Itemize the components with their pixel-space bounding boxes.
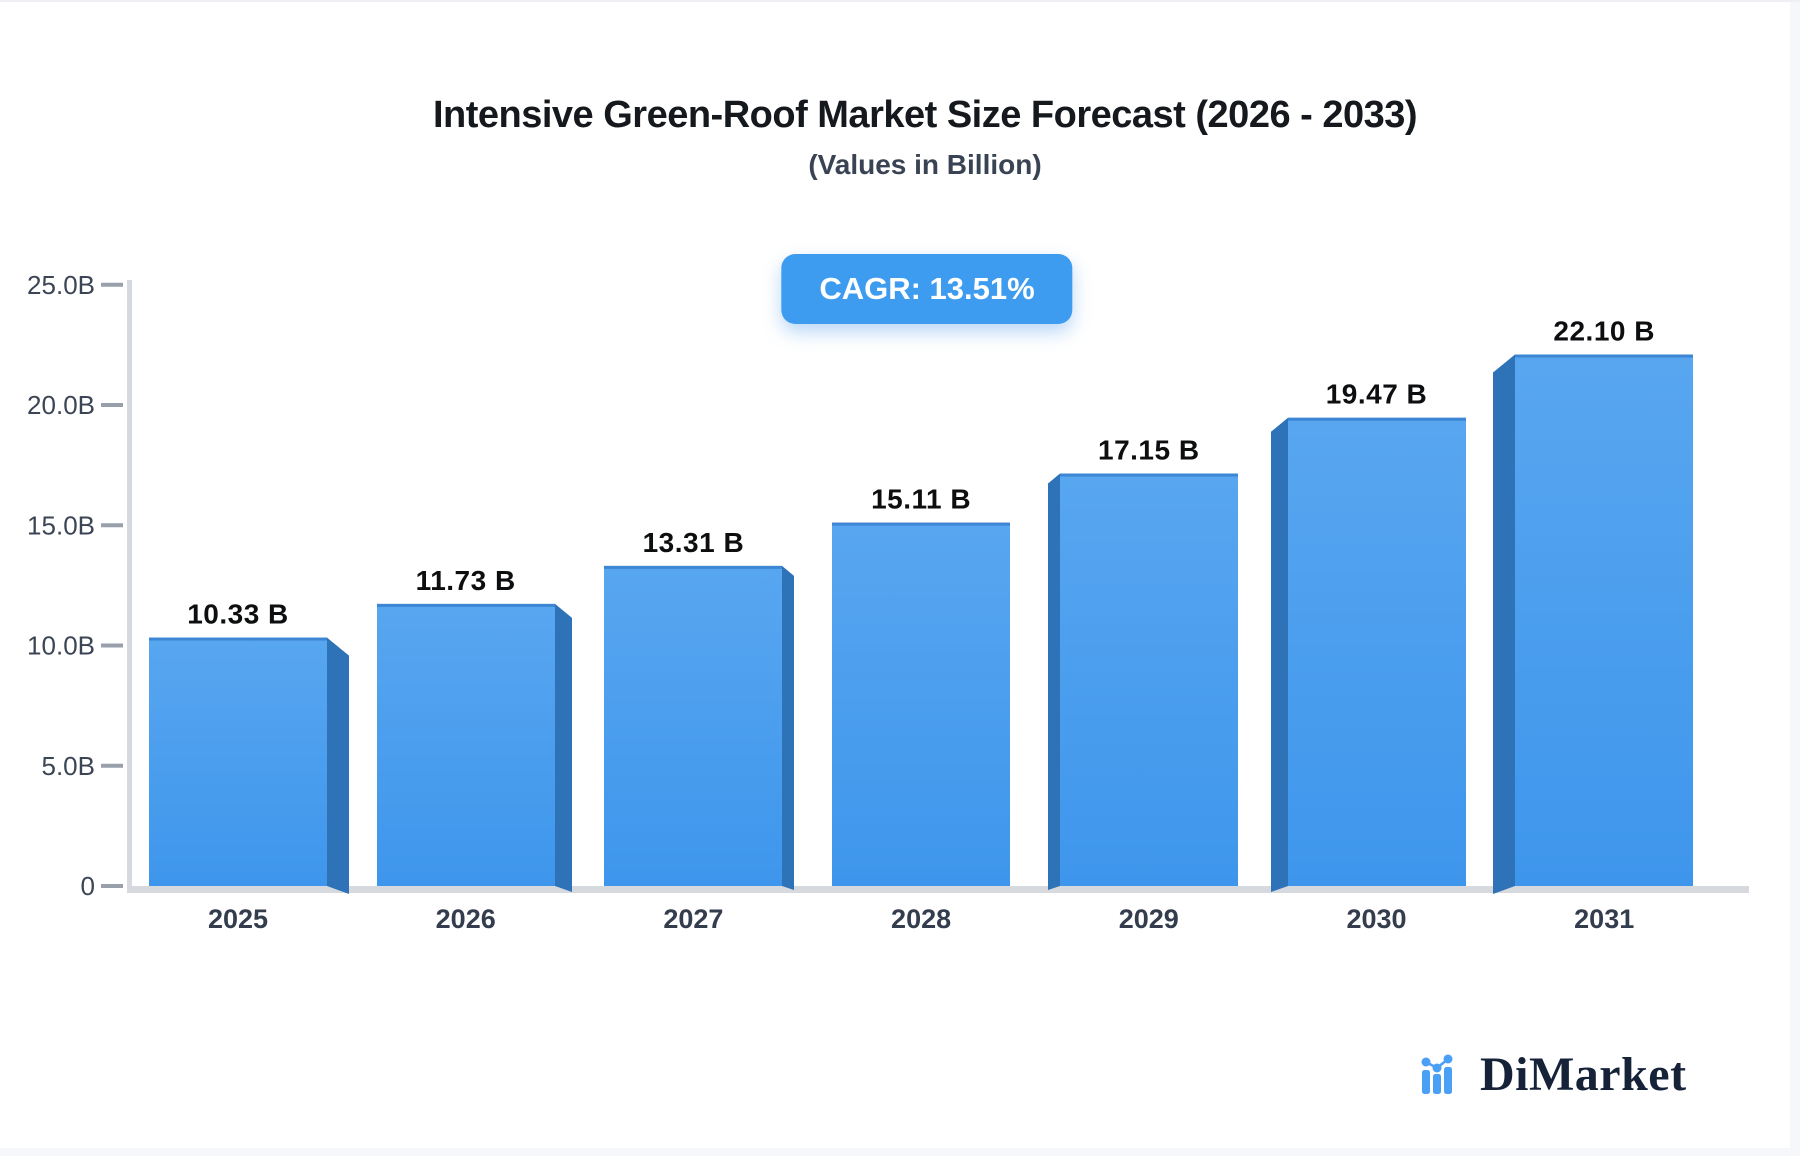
bar-side-face xyxy=(327,637,349,894)
bar-value-label: 22.10 B xyxy=(1553,315,1655,346)
bar-top-edge xyxy=(1288,417,1466,421)
bar-2029[interactable]: 17.15 B 2029 xyxy=(1048,435,1238,934)
y-axis-tick xyxy=(101,282,123,287)
bar-front-face[interactable] xyxy=(1060,473,1238,886)
bar-value-label: 15.11 B xyxy=(871,484,971,515)
x-axis-category-label: 2028 xyxy=(891,904,951,934)
y-axis-tick xyxy=(101,403,123,407)
bar-front-face[interactable] xyxy=(149,637,327,886)
bar-side-face xyxy=(1048,473,1060,890)
y-axis-tick-label: 10.0B xyxy=(27,631,95,661)
chart-header: Intensive Green-Roof Market Size Forecas… xyxy=(0,0,1800,181)
bar-2031[interactable]: 22.10 B 2031 xyxy=(1493,315,1693,934)
x-axis-category-label: 2027 xyxy=(663,904,723,934)
card-top-border xyxy=(0,0,1800,2)
y-axis-tick-label: 25.0B xyxy=(27,270,95,300)
x-axis-line xyxy=(127,886,1749,893)
bar-side-face xyxy=(555,603,572,892)
x-axis-category-label: 2030 xyxy=(1346,904,1406,934)
bar-front-face[interactable] xyxy=(377,603,555,886)
y-axis-line xyxy=(127,280,132,893)
x-axis-category-label: 2026 xyxy=(436,904,496,934)
bar-front-face[interactable] xyxy=(1288,417,1466,886)
y-axis-tick xyxy=(101,884,123,888)
mini-bar-chart-icon xyxy=(1421,1054,1453,1094)
bar-value-label: 13.31 B xyxy=(643,527,745,558)
bar-top-edge xyxy=(377,603,555,607)
bar-front-face[interactable] xyxy=(604,565,782,886)
bar-2028[interactable]: 15.11 B 2028 xyxy=(832,484,1010,934)
bar-top-edge xyxy=(832,522,1010,526)
y-axis-tick xyxy=(101,523,123,528)
y-axis-tick-label: 20.0B xyxy=(27,390,95,420)
bar-value-label: 17.15 B xyxy=(1098,435,1200,466)
bar-value-label: 11.73 B xyxy=(416,565,516,596)
y-axis-tick xyxy=(101,763,123,768)
cagr-badge: CAGR: 13.51% xyxy=(781,254,1073,324)
brand-watermark: DiMarket xyxy=(1420,1038,1687,1110)
bar-top-edge xyxy=(149,637,327,641)
bar-2030[interactable]: 19.47 B 2030 xyxy=(1271,379,1466,934)
bar-top-edge xyxy=(604,565,782,569)
bar-2027[interactable]: 13.31 B 2027 xyxy=(604,527,794,934)
x-axis-category-label: 2029 xyxy=(1119,904,1179,934)
x-axis-category-label: 2025 xyxy=(208,904,268,934)
bar-top-edge xyxy=(1515,354,1693,358)
bar-front-face[interactable] xyxy=(1515,354,1693,886)
chart-title: Intensive Green-Roof Market Size Forecas… xyxy=(432,94,1418,136)
chart-subtitle: (Values in Billion) xyxy=(808,149,1042,180)
brand-name: DiMarket xyxy=(1480,1047,1687,1101)
bar-value-label: 10.33 B xyxy=(187,599,289,630)
y-axis-tick xyxy=(101,643,123,648)
bar-2026[interactable]: 11.73 B 2026 xyxy=(377,565,572,934)
bar-value-label: 19.47 B xyxy=(1326,379,1428,410)
bar-top-edge xyxy=(1060,473,1238,477)
bar-side-face xyxy=(1271,417,1288,892)
y-axis-tick-label: 5.0B xyxy=(42,751,96,781)
bar-front-face[interactable] xyxy=(832,522,1010,886)
bar-2025[interactable]: 10.33 B 2025 xyxy=(149,599,349,934)
y-axis-tick-label: 0 xyxy=(81,871,95,901)
bar-side-face xyxy=(782,565,794,890)
y-axis-tick-label: 15.0B xyxy=(27,510,95,540)
bar-side-face xyxy=(1493,354,1515,894)
x-axis-category-label: 2031 xyxy=(1574,904,1634,934)
